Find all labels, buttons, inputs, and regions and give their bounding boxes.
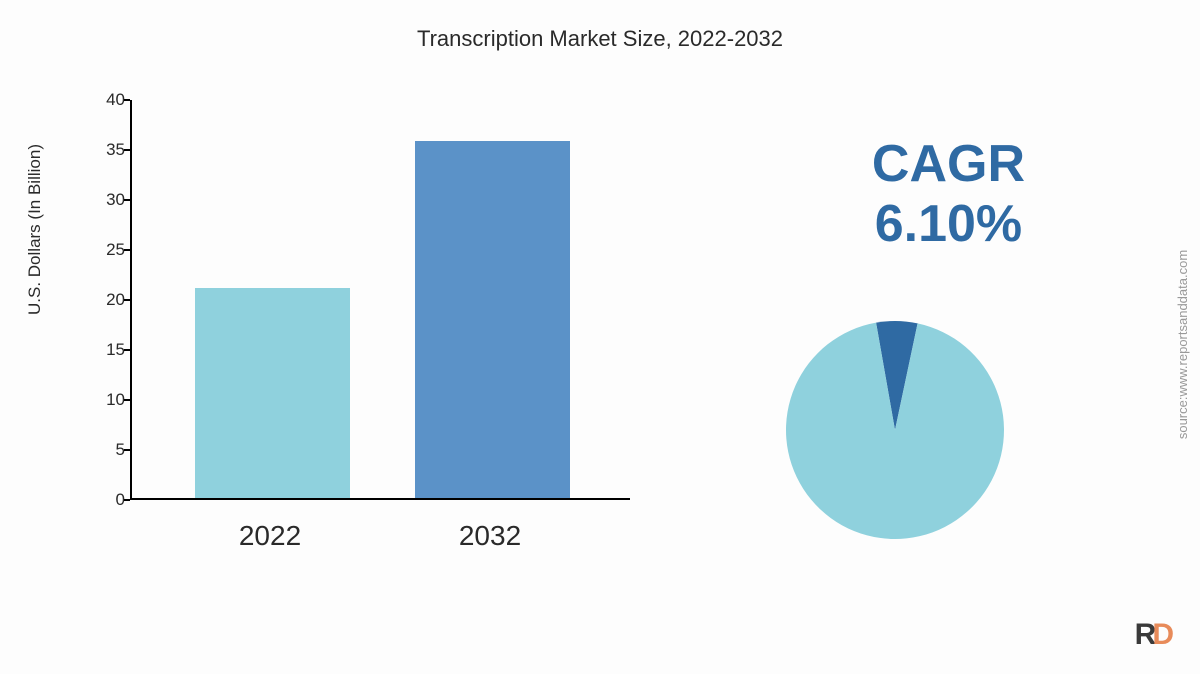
y-tick-label: 15 [90, 340, 125, 360]
bar [195, 288, 350, 498]
cagr-label-line2: 6.10% [872, 195, 1025, 255]
y-tick-label: 25 [90, 240, 125, 260]
x-tick-label: 2032 [459, 520, 521, 552]
pie-chart [785, 320, 1005, 540]
y-tick-label: 30 [90, 190, 125, 210]
logo-r: R [1135, 618, 1153, 651]
y-tick-label: 20 [90, 290, 125, 310]
bar [415, 141, 570, 498]
chart-title: Transcription Market Size, 2022-2032 [0, 26, 1200, 52]
logo: RD [1135, 618, 1170, 652]
bar-plot-area [130, 100, 630, 500]
y-tick-label: 10 [90, 390, 125, 410]
cagr-text: CAGR 6.10% [872, 135, 1025, 255]
y-tick-label: 0 [90, 490, 125, 510]
y-tick-label: 40 [90, 90, 125, 110]
source-attribution: source:www.reportsanddata.com [1175, 250, 1190, 439]
y-tick-label: 35 [90, 140, 125, 160]
logo-d: D [1152, 618, 1170, 651]
y-tick-label: 5 [90, 440, 125, 460]
y-axis-label: U.S. Dollars (In Billion) [25, 144, 45, 315]
cagr-label-line1: CAGR [872, 135, 1025, 195]
x-tick-label: 2022 [239, 520, 301, 552]
